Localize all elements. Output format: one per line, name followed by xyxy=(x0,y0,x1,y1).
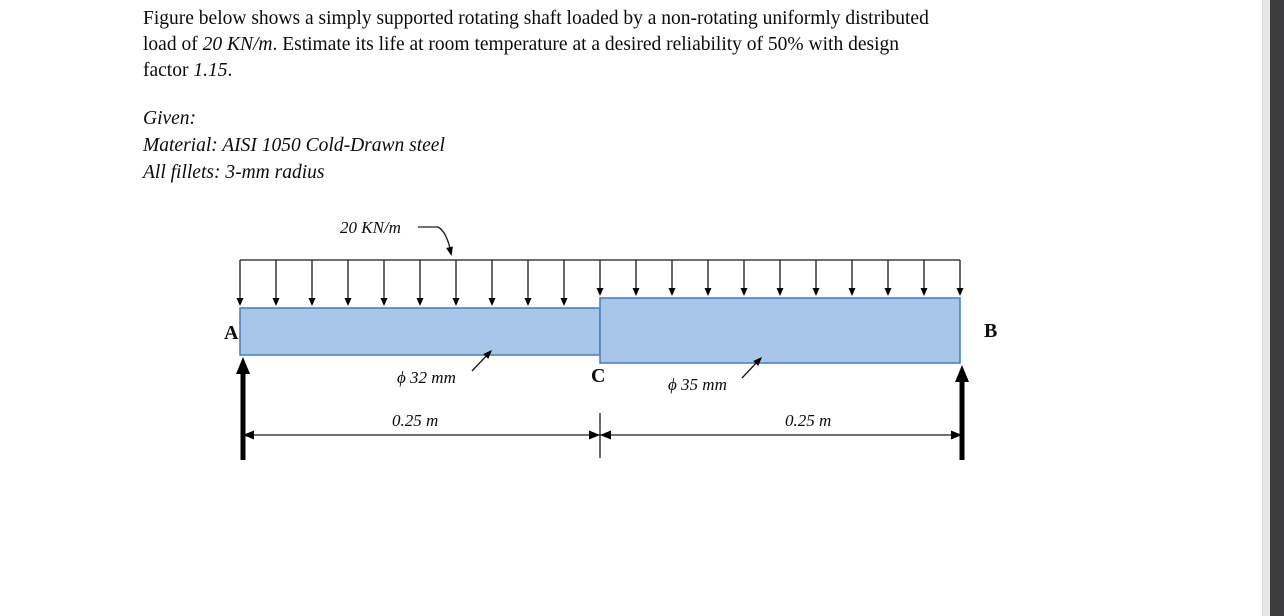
problem-load-value: 20 KN/m xyxy=(202,34,273,55)
problem-text-1: Figure below shows a simply supported ro… xyxy=(143,8,929,29)
load-label: 20 KN/m xyxy=(340,218,401,237)
support-b-label: B xyxy=(984,320,997,342)
support-a-label: A xyxy=(224,322,239,344)
problem-line-2: load of 20 KN/m. Estimate its life at ro… xyxy=(143,32,1258,58)
problem-text-2c: . Estimate its life at room temperature … xyxy=(272,34,899,55)
scrollbar-rail xyxy=(1262,0,1284,616)
dim-arrow-icon xyxy=(951,430,962,440)
given-heading: Given: xyxy=(143,108,197,129)
right-diameter-label: ϕ 35 mm xyxy=(668,375,727,394)
problem-text-3a: factor xyxy=(143,60,194,81)
given-material: Material: AISI 1050 Cold-Drawn steel xyxy=(143,135,445,156)
load-leader-line xyxy=(418,226,452,254)
scrollbar[interactable] xyxy=(1270,0,1284,616)
dim-arrow-icon xyxy=(589,430,600,440)
left-diameter-label: ϕ 32 mm xyxy=(397,368,456,387)
problem-text-2a: load of xyxy=(143,34,203,55)
given-fillets: All fillets: 3-mm radius xyxy=(143,162,325,183)
problem-design-factor: 1.15 xyxy=(193,60,228,81)
given-block: Given: Material: AISI 1050 Cold-Drawn st… xyxy=(143,105,1258,186)
shaft-left-section xyxy=(239,307,601,356)
problem-line-3: factor 1.15. xyxy=(143,58,1258,84)
problem-line-1: Figure below shows a simply supported ro… xyxy=(143,6,1258,32)
dim-arrow-icon xyxy=(243,430,254,440)
shaft-diagram: 20 KN/m A B C ϕ 32 mm ϕ 35 mm 0.25 m 0.2… xyxy=(224,218,997,460)
left-span-label: 0.25 m xyxy=(392,411,438,430)
load-leader-arrow-icon xyxy=(446,246,453,256)
reaction-b-arrow-icon xyxy=(955,365,969,382)
problem-statement: Figure below shows a simply supported ro… xyxy=(143,6,1258,186)
right-diameter-arrow-icon xyxy=(753,357,762,366)
point-c-label: C xyxy=(591,365,605,387)
right-span-label: 0.25 m xyxy=(785,411,831,430)
dim-arrow-icon xyxy=(600,430,611,440)
reaction-a-arrow-icon xyxy=(236,357,250,374)
shaft-right-section xyxy=(599,297,961,364)
distributed-load-arrows xyxy=(236,260,964,306)
left-diameter-arrow-icon xyxy=(483,350,492,359)
problem-text-3c: . xyxy=(227,60,233,81)
